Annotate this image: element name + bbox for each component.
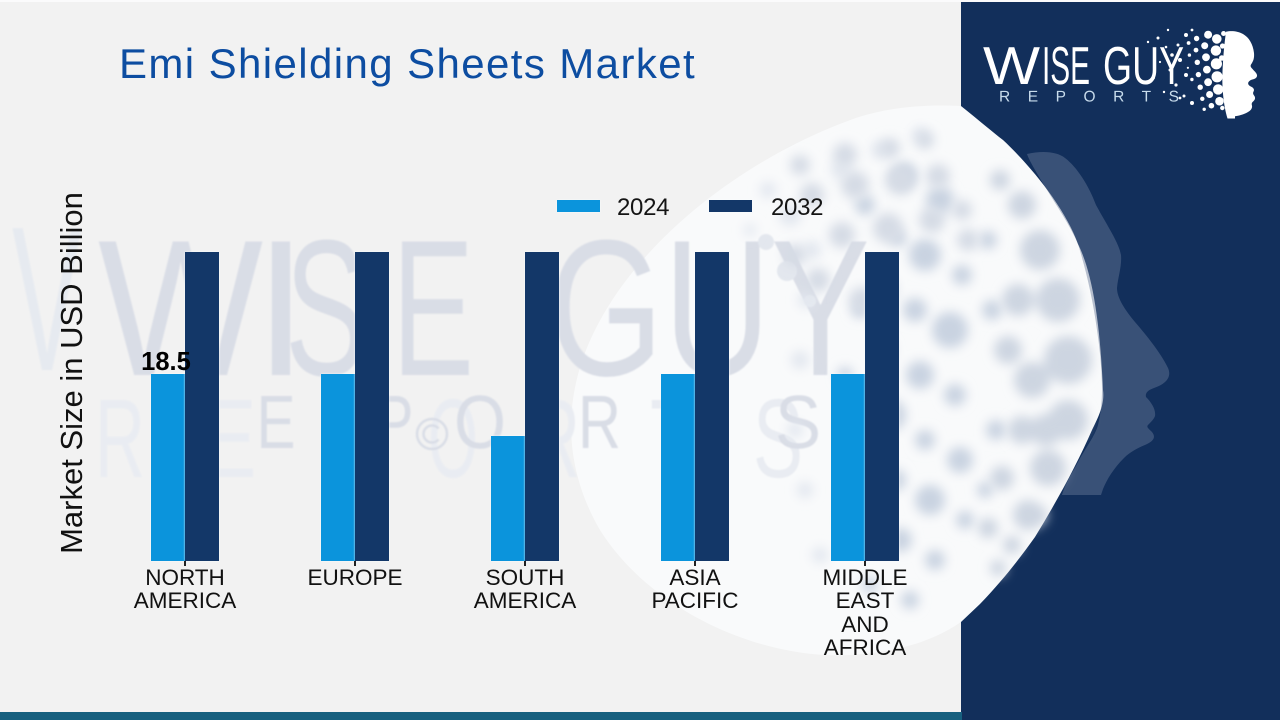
svg-text:E: E [392, 200, 474, 417]
svg-text:S: S [775, 380, 821, 464]
svg-text:R: R [578, 380, 621, 464]
svg-text:ISE: ISE [1042, 37, 1090, 96]
svg-text:GUY: GUY [1103, 37, 1184, 96]
svg-text:E: E [257, 380, 296, 464]
svg-text:O: O [428, 376, 478, 501]
svg-text:W: W [983, 37, 1041, 96]
svg-text:I: I [254, 200, 308, 417]
svg-text:V: V [12, 184, 82, 414]
svg-text:S: S [753, 376, 803, 501]
svg-text:R: R [95, 376, 145, 501]
